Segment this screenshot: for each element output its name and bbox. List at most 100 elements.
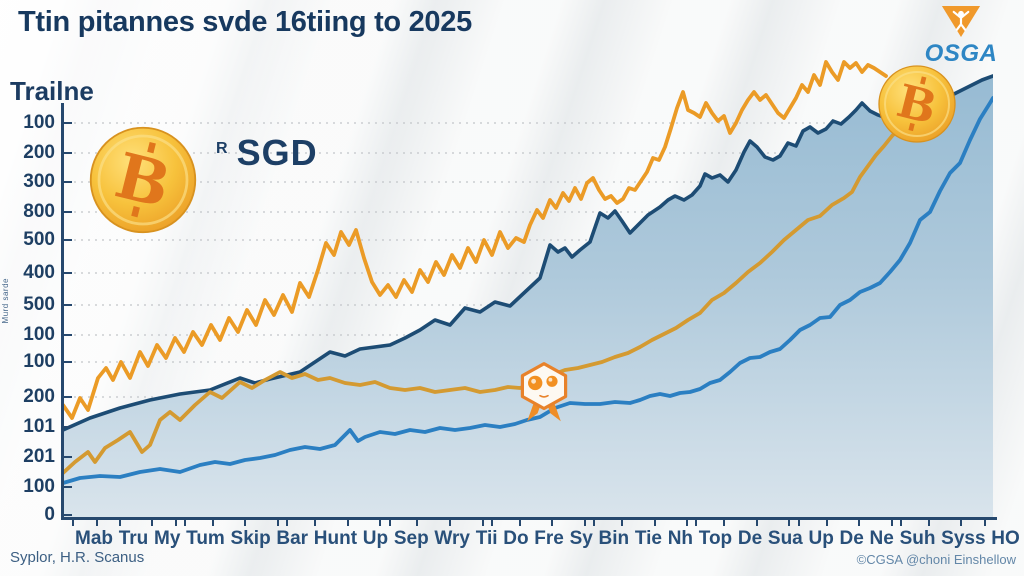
bitcoin-coin-icon-left: B [89,126,197,234]
y-axis-tick-label: 100 [23,324,55,345]
brand-logo: OSGA [906,5,1016,68]
x-axis-tick [95,520,98,526]
x-axis-tick-label: Hunt [313,528,358,549]
x-axis-tick-label: Ne [869,528,894,549]
x-axis-tick-label: HO [991,528,1020,549]
award-badge-icon [520,362,568,422]
x-axis-tick [890,520,893,526]
y-axis-tick [64,211,72,213]
x-axis-tick [788,520,791,526]
triangle-person-icon [941,6,981,37]
y-axis-tick [64,272,72,274]
x-axis-tick-label: Tum [186,528,225,549]
x-axis-tick [797,520,800,526]
y-axis-tick [64,122,72,124]
x-axis-tick [927,520,930,526]
x-axis-tick [518,520,521,526]
x-axis-tick [481,520,484,526]
y-axis-tick [64,486,72,488]
x-axis-tick [695,520,698,526]
x-axis-tick [551,520,554,526]
y-axis-line [61,103,64,519]
x-axis-labels: Mab Tru My Tum Skip Bar Hunt Up Sep Wry Tii Do Fre Sy… [75,528,1020,550]
x-axis-tick [960,520,963,526]
y-axis-tick-label: 100 [23,351,55,372]
x-axis-tick-label: Up [362,528,389,549]
x-axis-tick [900,520,902,526]
x-axis-tick-label: Nh [667,528,694,549]
x-axis-tick-label: Do [503,528,529,549]
x-axis-tick-label: Syss [941,528,986,549]
x-axis-tick-label: Bin [598,528,630,549]
x-axis-tick [983,520,986,526]
y-axis-tick [64,152,72,154]
x-axis-tick [583,520,586,526]
side-vertical-label: Murd sarde [1,278,10,324]
y-axis-tick [64,426,72,428]
y-axis-tick-label: 500 [23,294,55,315]
y-axis-tick-label: 800 [23,201,55,222]
x-axis-tick-label: De [737,528,763,549]
footer-credit-text: ©CGSA @choni Einshellow [856,552,1016,567]
x-axis-tick [388,520,391,526]
x-axis-tick [379,520,382,526]
x-axis-tick [686,520,689,526]
x-axis-tick [211,520,214,526]
plot-area [63,60,993,518]
y-axis-tick-label: 200 [23,386,55,407]
x-axis-tick-label: Skip [230,528,271,549]
x-axis-tick-label: Tie [634,528,662,549]
area-fill [63,76,993,518]
y-axis-tick [64,181,72,183]
series-gold-smooth [63,126,902,475]
y-axis-tick-label: 100 [23,112,55,133]
x-axis-tick [276,520,279,526]
x-axis-tick [151,520,154,526]
y-axis-tick [64,514,72,516]
page-title: Ttin pitannes svde 16tiing to 2025 [18,6,472,38]
chart-canvas [63,60,993,518]
x-axis-tick-label: Mab [75,528,113,549]
x-axis-tick-label: Tru [118,528,149,549]
x-axis-tick-label: Suh [899,528,936,549]
x-axis-tick-label: Up [808,528,834,549]
series-navy-area [63,74,993,432]
x-axis-tick [825,520,828,526]
panel-label: Trailne [10,76,94,106]
x-axis-tick [286,520,289,526]
y-axis-tick-label: 0 [44,504,55,525]
x-axis-tick [448,520,451,526]
currency-code: SGD [236,132,318,173]
y-axis-tick-label: 500 [23,229,55,250]
x-axis-tick [183,520,186,526]
x-axis-tick [314,520,317,526]
x-axis-tick-label: Top [698,528,733,549]
x-axis-tick-label: Tii [475,528,498,549]
y-axis-tick-label: 300 [23,171,55,192]
currency-label: R SGD [216,132,318,174]
y-axis-tick-label: 200 [23,142,55,163]
x-axis-tick [346,520,349,526]
x-axis-tick-label: Sy [569,528,593,549]
x-axis-tick-label: Sep [393,528,429,549]
currency-prefix: R [216,140,228,157]
x-axis-tick [858,520,861,526]
y-axis-tick [64,361,72,363]
x-axis-tick [490,520,493,526]
y-axis-tick [64,304,72,306]
x-axis-tick [621,520,623,526]
x-axis-tick-label: Sua [767,528,803,549]
y-axis-tick-label: 400 [23,262,55,283]
x-axis-tick [118,520,121,526]
y-axis-tick-label: 101 [23,416,55,437]
y-axis-tick [64,239,72,241]
x-axis-tick [593,520,596,526]
series-blue-rising [63,96,993,485]
y-axis-tick [64,334,72,336]
x-axis-tick [653,520,656,526]
x-axis-tick-label: Wry [434,528,470,549]
brand-logo-text: OSGA [924,40,998,67]
y-axis-tick-label: 100 [23,476,55,497]
x-axis-tick [174,520,177,526]
